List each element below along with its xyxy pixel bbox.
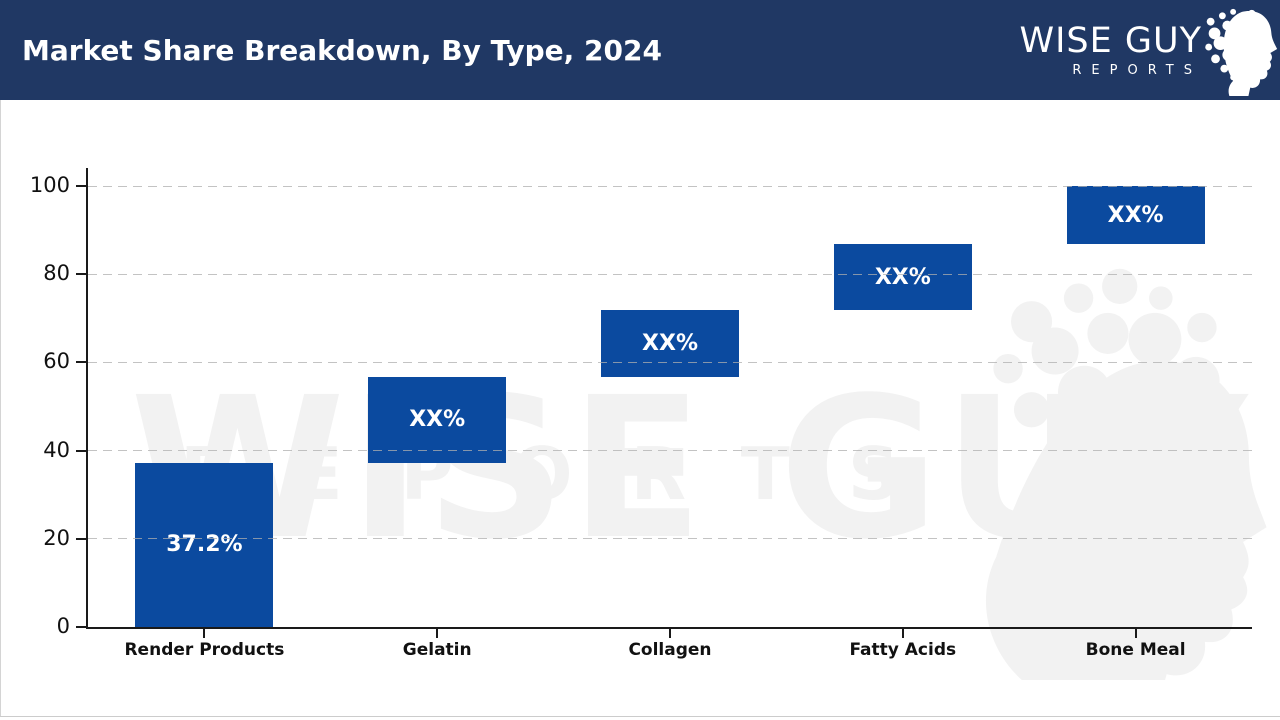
bar-bone-meal: XX% bbox=[1066, 186, 1205, 245]
gridline bbox=[88, 185, 1252, 187]
x-tick-label: Bone Meal bbox=[1085, 640, 1186, 660]
x-tick-label: Gelatin bbox=[402, 640, 472, 660]
y-tick-label: 40 bbox=[43, 437, 70, 462]
x-tick-label: Render Products bbox=[124, 640, 285, 660]
x-axis-tick bbox=[436, 629, 439, 638]
y-axis-tick bbox=[76, 273, 86, 276]
x-axis-tick bbox=[669, 629, 671, 638]
gridline bbox=[88, 538, 1252, 540]
bar-value-label: XX% bbox=[642, 330, 698, 356]
bar-value-label: XX% bbox=[874, 264, 931, 290]
page-bottom-rule bbox=[0, 716, 1280, 717]
brand-logo-name: WISE GUY bbox=[1019, 21, 1202, 61]
x-axis-tick bbox=[203, 629, 206, 638]
x-axis-tick bbox=[1134, 629, 1137, 638]
bar-gelatin: XX% bbox=[368, 376, 507, 463]
y-axis-tick bbox=[76, 185, 86, 187]
header-bar: Market Share Breakdown, By Type, 2024 WI… bbox=[0, 0, 1280, 100]
brand-logo-subname: REPORTS bbox=[1072, 63, 1202, 78]
page-title: Market Share Breakdown, By Type, 2024 bbox=[22, 34, 662, 67]
x-tick-label: Fatty Acids bbox=[849, 640, 957, 660]
y-axis-tick bbox=[76, 449, 86, 452]
watermark-face-icon bbox=[985, 268, 1267, 680]
watermark: WISE GUY REPORTS bbox=[0, 100, 1280, 716]
y-tick-label: 20 bbox=[43, 525, 70, 550]
bar-value-label: XX% bbox=[409, 407, 466, 433]
watermark-text-bottom: REPORTS bbox=[180, 432, 958, 516]
x-axis-tick bbox=[901, 629, 904, 638]
y-tick-label: 0 bbox=[56, 614, 70, 638]
y-axis-tick bbox=[76, 537, 86, 540]
bar-collagen: XX% bbox=[601, 309, 739, 377]
y-tick-label: 100 bbox=[29, 173, 70, 197]
bar-value-label: XX% bbox=[1107, 202, 1164, 228]
bar-fatty-acids: XX% bbox=[833, 244, 972, 310]
y-axis-tick bbox=[76, 361, 86, 364]
y-tick-label: 60 bbox=[43, 349, 70, 374]
brand-logo-head-icon bbox=[1205, 8, 1278, 96]
gridline bbox=[88, 361, 1252, 363]
bar-render-products: 37.2% bbox=[135, 462, 274, 627]
y-axis-line bbox=[86, 168, 88, 629]
gridline bbox=[88, 450, 1252, 452]
gridline bbox=[88, 273, 1252, 275]
y-axis-tick bbox=[76, 626, 86, 628]
x-tick-label: Collagen bbox=[628, 640, 712, 660]
brand-logo: WISE GUY REPORTS bbox=[1019, 22, 1202, 78]
bar-value-label: 37.2% bbox=[166, 532, 243, 558]
x-axis-line bbox=[86, 627, 1252, 629]
y-tick-label: 80 bbox=[43, 261, 70, 286]
